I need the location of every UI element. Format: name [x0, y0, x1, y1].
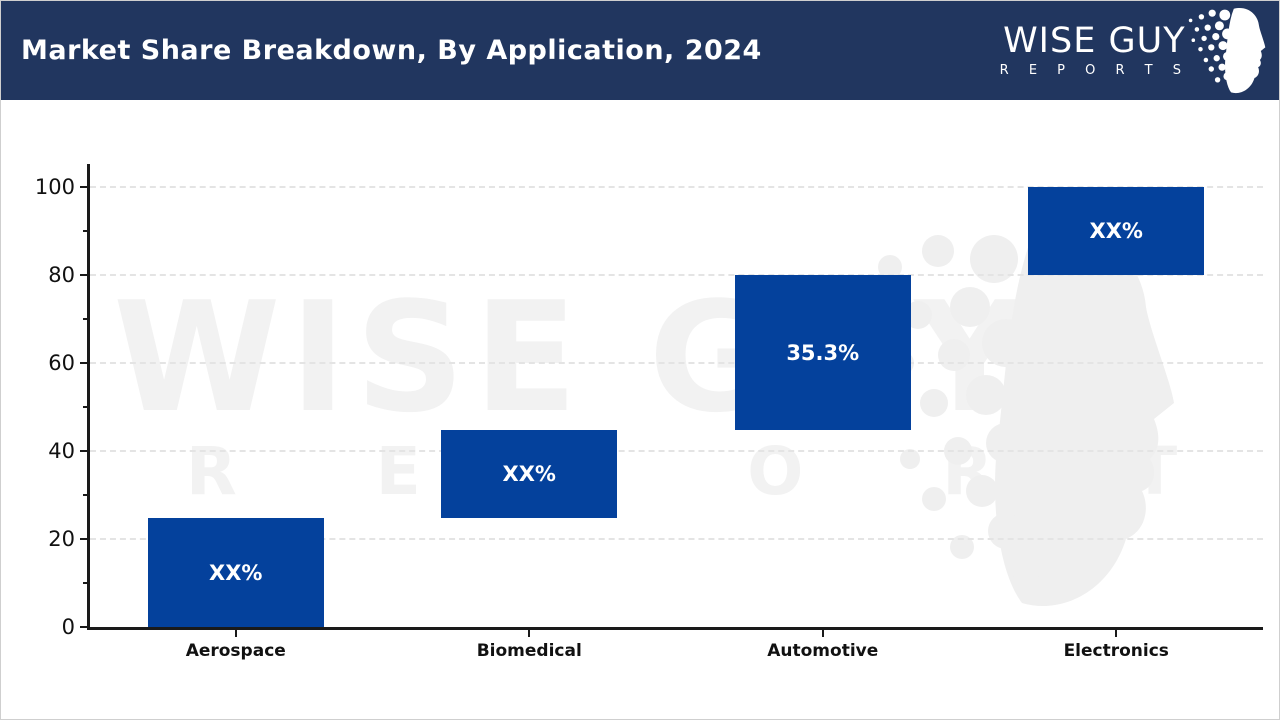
page-title: Market Share Breakdown, By Application, … — [21, 35, 762, 66]
y-minor-tick-10 — [83, 582, 88, 584]
y-tick-100 — [80, 186, 88, 188]
bar-automotive: 35.3% — [734, 275, 911, 431]
y-minor-tick-90 — [83, 230, 88, 232]
bar-value-label: XX% — [209, 560, 263, 585]
x-axis-line — [87, 627, 1263, 630]
x-tick-automotive — [821, 630, 824, 637]
y-minor-tick-50 — [83, 406, 88, 408]
x-category-label-electronics: Electronics — [1063, 641, 1169, 661]
y-tick-label-80: 80 — [48, 263, 75, 287]
bar-biomedical: XX% — [441, 430, 618, 519]
bar-value-label: XX% — [502, 462, 556, 487]
gridline-40 — [90, 450, 1263, 452]
wise-guy-logo: WISE GUY R E P O R T S — [1000, 5, 1271, 97]
y-tick-label-0: 0 — [61, 615, 75, 639]
y-tick-label-100: 100 — [34, 175, 75, 199]
y-axis-line — [87, 164, 90, 630]
y-tick-20 — [80, 538, 88, 540]
x-tick-electronics — [1115, 630, 1118, 637]
gridline-60 — [90, 362, 1263, 364]
y-tick-label-40: 40 — [48, 439, 75, 463]
x-tick-aerospace — [234, 630, 237, 637]
y-tick-40 — [80, 450, 88, 452]
bar-electronics: XX% — [1028, 187, 1205, 275]
y-tick-label-20: 20 — [48, 527, 75, 551]
bar-value-label: XX% — [1089, 219, 1143, 243]
gridline-20 — [90, 538, 1263, 540]
y-minor-tick-70 — [83, 318, 88, 320]
y-tick-60 — [80, 362, 88, 364]
y-tick-0 — [80, 626, 88, 628]
y-tick-label-60: 60 — [48, 351, 75, 375]
x-category-label-biomedical: Biomedical — [476, 641, 582, 661]
gridline-80 — [90, 274, 1263, 276]
y-minor-tick-30 — [83, 494, 88, 496]
gridline-100 — [90, 186, 1263, 188]
x-category-label-aerospace: Aerospace — [185, 641, 286, 661]
x-category-label-automotive: Automotive — [767, 641, 879, 661]
logo-head-icon — [1188, 7, 1266, 94]
bar-aerospace: XX% — [147, 518, 324, 627]
logo-name: WISE GUY — [1003, 21, 1186, 61]
logo-tagline: R E P O R T S — [999, 63, 1189, 78]
header: Market Share Breakdown, By Application, … — [1, 1, 1279, 100]
bar-value-label: 35.3% — [786, 340, 860, 365]
x-tick-biomedical — [528, 630, 531, 637]
y-tick-80 — [80, 274, 88, 276]
